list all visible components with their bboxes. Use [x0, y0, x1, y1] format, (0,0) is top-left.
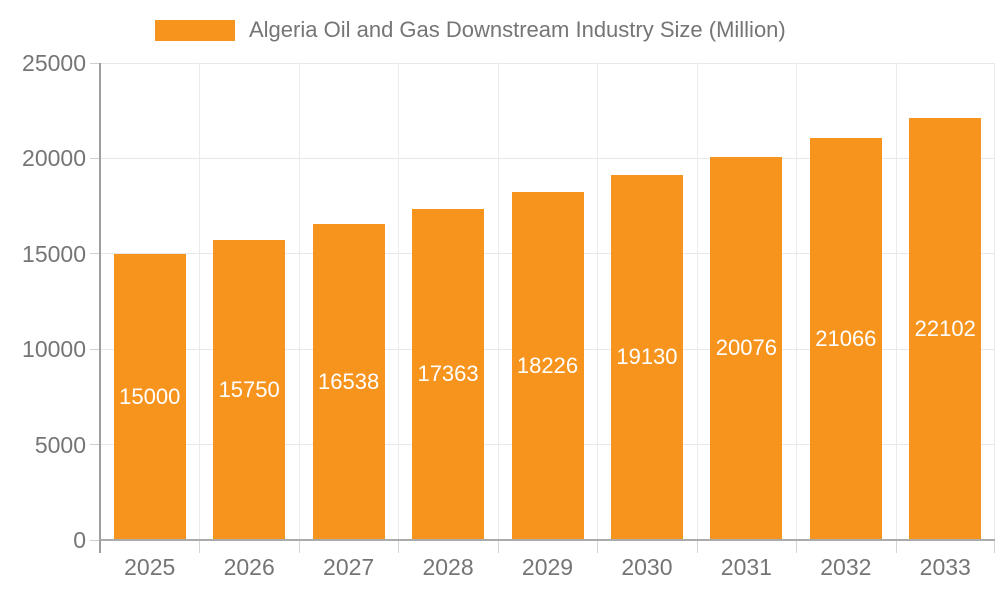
bar[interactable]: [113, 253, 186, 540]
v-gridline: [398, 63, 400, 540]
v-gridline: [696, 63, 698, 540]
bar-value-label: 20076: [715, 335, 777, 361]
y-axis-tick: [90, 539, 100, 541]
plot-area: 15000 15750 16538 17363 18226 19130 20076 21066…: [90, 62, 995, 553]
bar[interactable]: [809, 138, 882, 540]
x-axis-tick: [796, 541, 798, 553]
x-axis-label: 2026: [223, 554, 275, 580]
y-axis-label: 20000: [22, 145, 86, 172]
x-axis-label: 2030: [621, 554, 673, 580]
y-axis-label: 5000: [34, 431, 86, 458]
x-axis-line: [100, 539, 995, 541]
bar[interactable]: [412, 208, 485, 540]
bar[interactable]: [213, 239, 286, 540]
bar-value-label: 15750: [218, 376, 280, 402]
bar-value-label: 17363: [417, 361, 479, 387]
x-axis-tick: [895, 541, 897, 553]
y-axis-label: 15000: [22, 240, 86, 267]
y-axis-tick: [90, 348, 100, 350]
bar-value-label: 21066: [815, 326, 877, 352]
y-axis-tick: [90, 253, 100, 255]
v-gridline: [796, 63, 798, 540]
v-gridline: [298, 63, 300, 540]
bar[interactable]: [610, 175, 683, 540]
legend-label: Algeria Oil and Gas Downstream Industry …: [249, 17, 786, 42]
bar-value-label: 22102: [914, 316, 976, 342]
y-axis-tick: [90, 444, 100, 446]
x-axis-label: 2029: [521, 554, 574, 580]
v-gridline: [994, 63, 995, 540]
x-axis-tick: [994, 541, 995, 553]
x-axis-label: 2032: [820, 554, 872, 580]
y-axis-label: 10000: [22, 336, 86, 363]
x-axis-label: 2028: [422, 554, 474, 580]
x-axis-tick: [298, 541, 300, 553]
bar[interactable]: [710, 156, 783, 540]
bar-value-label: 16538: [318, 369, 380, 395]
x-axis-label: 2027: [323, 554, 375, 580]
v-gridline: [199, 63, 201, 540]
v-gridline: [497, 63, 499, 540]
legend-swatch-icon: [155, 19, 235, 41]
y-axis-tick: [90, 157, 100, 159]
x-axis-label: 2031: [720, 554, 772, 580]
x-axis-tick: [497, 541, 499, 553]
legend[interactable]: Algeria Oil and Gas Downstream Industry …: [155, 17, 786, 43]
v-gridline: [597, 63, 599, 540]
bar[interactable]: [909, 118, 982, 540]
bar[interactable]: [511, 192, 584, 540]
x-axis-tick: [398, 541, 400, 553]
y-axis-line: [99, 63, 101, 553]
h-gridline: [100, 62, 995, 64]
y-axis-tick: [90, 62, 100, 64]
bar-value-label: 15000: [119, 383, 181, 409]
y-axis-label: 25000: [22, 50, 86, 76]
y-axis-label: 0: [73, 527, 86, 553]
x-axis-label: 2033: [919, 554, 971, 580]
bar-value-label: 18226: [516, 353, 579, 379]
x-axis-tick: [597, 541, 599, 553]
h-gridline: [100, 157, 995, 159]
x-axis-tick: [199, 541, 201, 553]
x-axis-label: 2025: [124, 554, 176, 580]
bar[interactable]: [312, 224, 385, 540]
bar-value-label: 19130: [616, 344, 678, 370]
v-gridline: [895, 63, 897, 540]
x-axis-tick: [696, 541, 698, 553]
